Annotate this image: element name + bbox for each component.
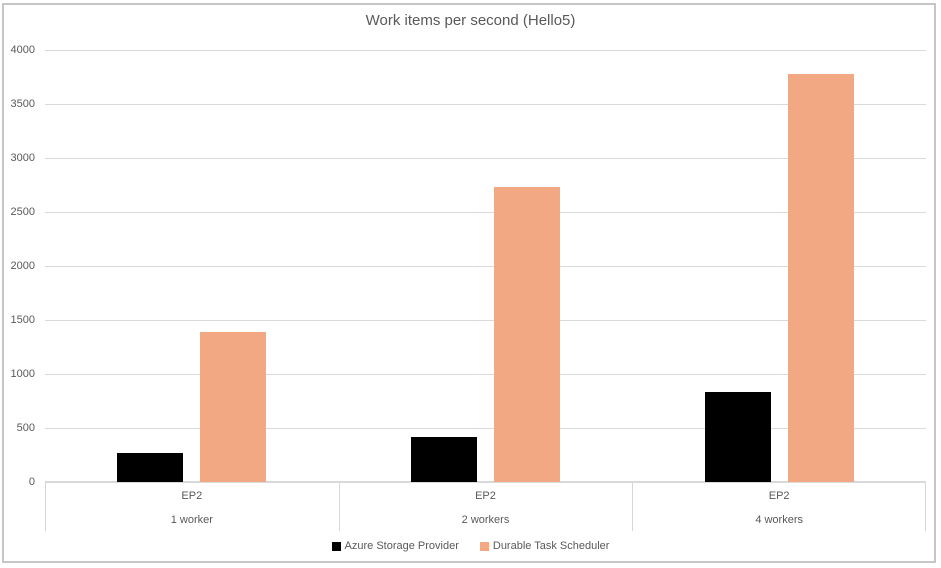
gridline-0 <box>45 481 926 482</box>
legend-swatch-durable-task-scheduler <box>479 541 489 551</box>
category-group-label-4-workers: EP2 <box>768 490 790 502</box>
chart-title: Work items per second (Hello5) <box>365 12 576 29</box>
gridline-2000 <box>45 266 926 267</box>
x-axis-category-area: EP2 1 worker EP2 2 workers EP2 4 workers <box>45 482 926 531</box>
y-tick-label-500: 500 <box>16 422 35 434</box>
gridline-3000 <box>45 158 926 159</box>
category-group-label-2-workers: EP2 <box>475 490 496 502</box>
category-divider-0 <box>45 482 46 531</box>
gridline-3500 <box>45 104 926 105</box>
gridline-4000 <box>45 50 926 51</box>
bar-durable-task-scheduler-2-workers <box>494 186 560 482</box>
y-tick-label-1000: 1000 <box>10 368 35 380</box>
y-tick-label-2000: 2000 <box>10 260 35 272</box>
bar-azure-storage-provider-1-worker <box>117 453 184 482</box>
x-axis-line <box>45 482 926 483</box>
category-divider-3 <box>925 482 926 531</box>
plot-area <box>45 50 926 482</box>
category-divider-2 <box>632 482 634 531</box>
y-tick-label-1500: 1500 <box>10 314 35 326</box>
legend-label: Azure Storage Provider <box>344 540 459 552</box>
legend-item-durable-task-scheduler: Durable Task Scheduler <box>479 540 610 552</box>
legend: Azure Storage Provider Durable Task Sched… <box>0 540 941 552</box>
category-label-2-workers: 2 workers <box>461 514 510 526</box>
bar-azure-storage-provider-2-workers <box>411 437 477 482</box>
gridline-1000 <box>45 374 926 375</box>
category-label-4-workers: 4 workers <box>755 514 803 526</box>
bar-durable-task-scheduler-1-worker <box>200 331 267 482</box>
legend-item-azure-storage-provider: Azure Storage Provider <box>331 540 459 552</box>
bar-azure-storage-provider-4-workers <box>704 392 771 482</box>
bar-durable-task-scheduler-4-workers <box>787 74 854 482</box>
y-tick-label-3000: 3000 <box>10 152 35 164</box>
category-label-1-worker: 1 worker <box>170 514 213 526</box>
category-group-label-1-worker: EP2 <box>181 490 203 502</box>
legend-swatch-azure-storage-provider <box>331 541 341 551</box>
category-divider-1 <box>338 482 340 531</box>
legend-label: Durable Task Scheduler <box>492 540 610 552</box>
gridline-2500 <box>45 212 926 213</box>
gridline-1500 <box>45 320 926 321</box>
y-tick-label-2500: 2500 <box>10 206 35 218</box>
gridline-500 <box>45 428 926 429</box>
y-tick-label-0: 0 <box>28 476 35 488</box>
y-tick-label-4000: 4000 <box>10 44 35 56</box>
y-tick-label-3500: 3500 <box>10 98 35 110</box>
